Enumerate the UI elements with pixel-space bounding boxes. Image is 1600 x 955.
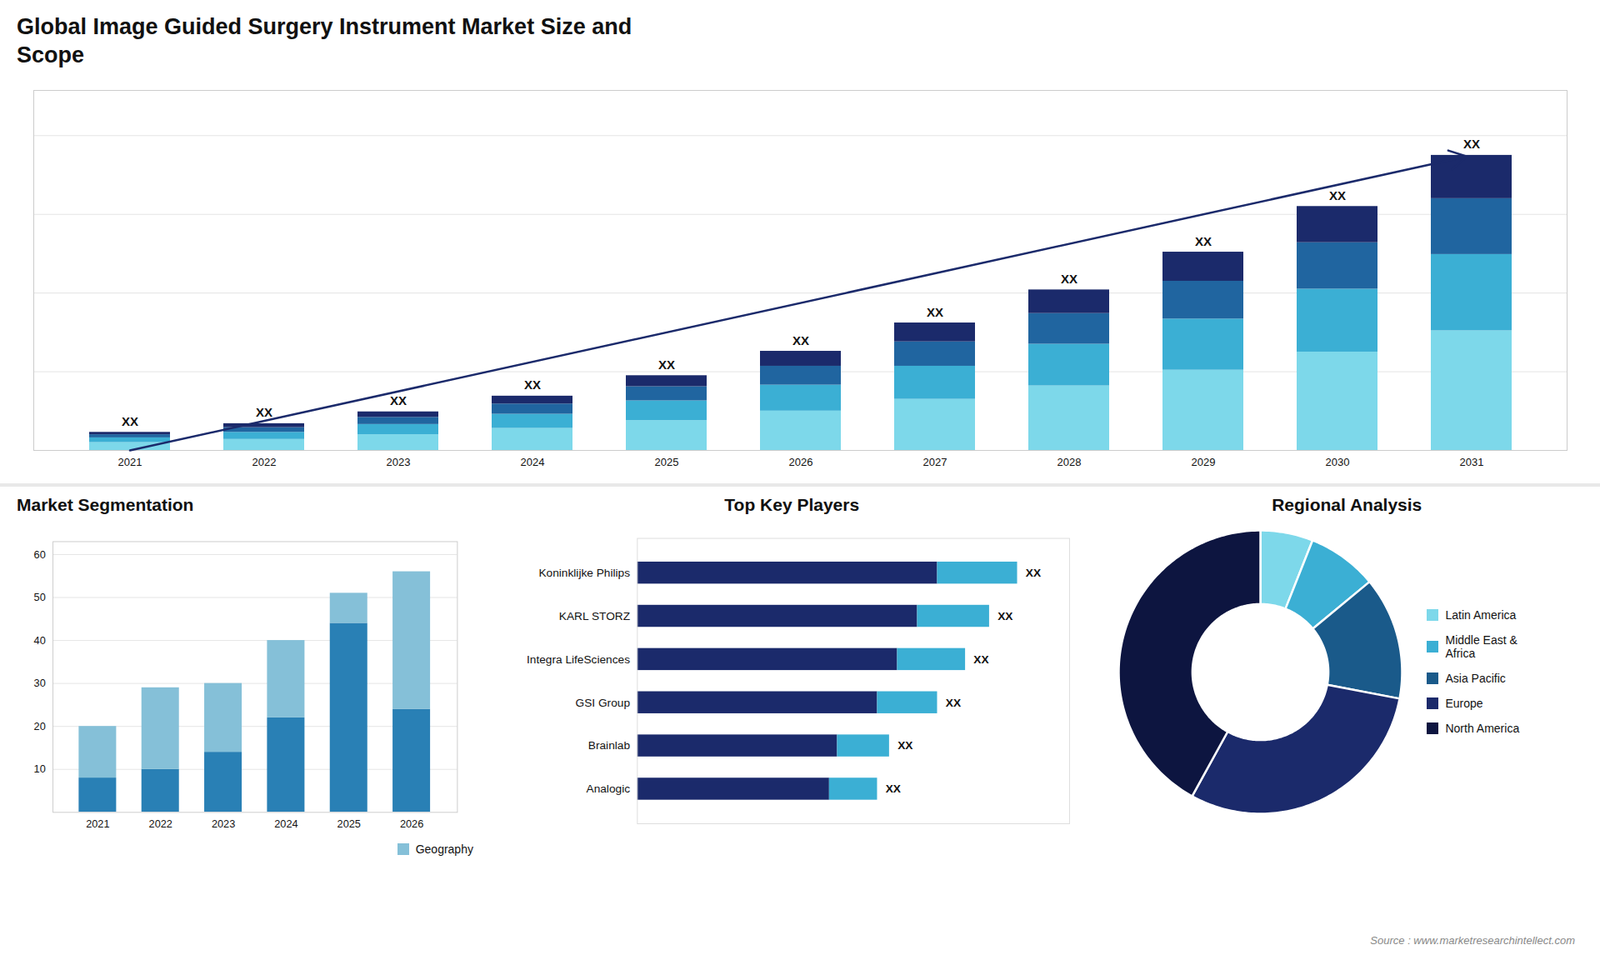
svg-text:2029: 2029 [1191, 455, 1216, 468]
svg-text:XX: XX [121, 413, 139, 428]
svg-text:XX: XX [1463, 136, 1480, 151]
html-text:Middle East & Africa: Middle East & Africa [1445, 632, 1518, 660]
html-text:Europe: Europe [1445, 696, 1483, 710]
svg-text:Integra LifeSciences: Integra LifeSciences [526, 652, 630, 665]
svg-text:50: 50 [34, 590, 46, 604]
svg-text:2026: 2026 [400, 816, 424, 830]
svg-text:Brainlab: Brainlab [588, 739, 631, 752]
svg-text:2030: 2030 [1325, 455, 1350, 468]
html-text:Regional Analysis: Regional Analysis [1271, 494, 1422, 514]
svg-text:20: 20 [34, 719, 46, 732]
svg-text:XX: XX [997, 609, 1014, 622]
svg-text:60: 60 [34, 547, 46, 560]
svg-text:XX: XX [945, 695, 962, 709]
svg-text:40: 40 [34, 633, 46, 646]
svg-text:XX: XX [658, 356, 675, 371]
svg-text:30: 30 [34, 676, 46, 690]
svg-text:2024: 2024 [274, 816, 298, 830]
html-text:Asia Pacific: Asia Pacific [1445, 671, 1506, 685]
html-text:Geography: Geography [415, 842, 474, 856]
svg-text:2028: 2028 [1057, 455, 1082, 468]
svg-text:XX: XX [1025, 566, 1042, 580]
html-text:Global Image Guided Surgery In: Global Image Guided Surgery Instrument M… [16, 14, 632, 68]
svg-text:XX: XX [1060, 270, 1078, 285]
svg-text:2023: 2023 [211, 816, 235, 830]
svg-text:XX: XX [973, 652, 990, 665]
svg-text:10: 10 [34, 762, 46, 775]
svg-text:2021: 2021 [85, 816, 110, 830]
svg-text:2023: 2023 [386, 455, 411, 468]
html-text:Latin America: Latin America [1445, 607, 1517, 622]
svg-text:XX: XX [1195, 233, 1212, 248]
svg-text:2031: 2031 [1460, 455, 1485, 468]
svg-text:2021: 2021 [118, 455, 143, 468]
html-text:North America: North America [1445, 721, 1520, 735]
svg-text:XX: XX [926, 304, 944, 319]
svg-text:Koninklijke Philips: Koninklijke Philips [538, 566, 630, 580]
svg-text:GSI Group: GSI Group [575, 695, 631, 709]
svg-text:2027: 2027 [923, 455, 948, 468]
html-text:Market Segmentation: Market Segmentation [16, 494, 194, 514]
svg-text:2026: 2026 [789, 455, 814, 468]
svg-text:XX: XX [885, 782, 902, 795]
svg-text:2025: 2025 [337, 816, 361, 830]
svg-text:2025: 2025 [655, 455, 680, 468]
svg-text:2022: 2022 [252, 455, 277, 468]
svg-text:XX: XX [792, 332, 810, 347]
svg-text:2024: 2024 [520, 455, 545, 468]
svg-text:KARL STORZ: KARL STORZ [559, 609, 630, 622]
svg-text:XX: XX [390, 393, 407, 408]
svg-text:XX: XX [524, 377, 541, 392]
svg-text:XX: XX [897, 739, 914, 752]
html-text:Top Key Players: Top Key Players [724, 494, 860, 514]
svg-text:XX: XX [1329, 187, 1346, 202]
html-text:Source : www.marketresearchint: Source : www.marketresearchintellect.com [1370, 934, 1575, 947]
svg-text:Analogic: Analogic [585, 782, 630, 795]
svg-text:XX: XX [255, 405, 273, 420]
svg-text:2022: 2022 [149, 816, 173, 830]
